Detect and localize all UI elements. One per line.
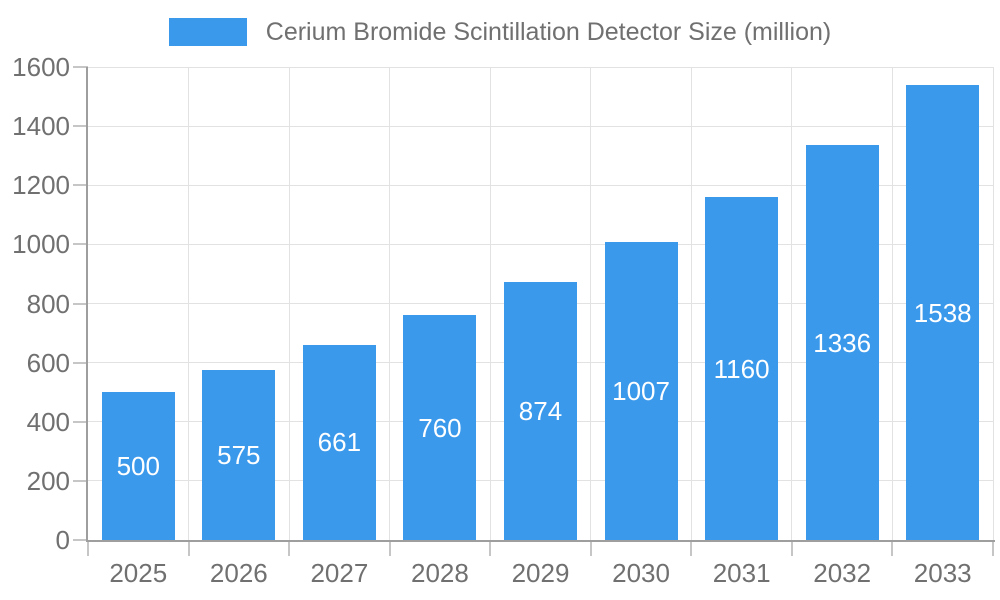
bar-value-label: 661	[317, 427, 362, 458]
y-axis-tick	[73, 479, 88, 482]
legend-label: Cerium Bromide Scintillation Detector Si…	[265, 17, 832, 46]
legend-swatch-icon	[168, 18, 247, 46]
x-axis-tick	[388, 540, 391, 556]
gridline-vertical	[389, 67, 391, 540]
y-axis-label: 1200	[12, 170, 70, 201]
bar-2033[interactable]	[906, 85, 980, 540]
x-axis-label: 2026	[209, 558, 268, 588]
y-axis-tick	[73, 184, 88, 187]
bar-2030[interactable]	[604, 242, 678, 540]
x-axis-line	[86, 540, 995, 542]
y-axis-label: 200	[26, 465, 70, 496]
gridline-vertical	[791, 67, 793, 540]
bar-value-label: 500	[116, 451, 160, 482]
bar-value-label: 1007	[612, 376, 670, 407]
gridline-horizontal	[88, 125, 993, 127]
y-axis-tick	[73, 125, 88, 128]
y-axis-tick	[73, 302, 88, 305]
x-axis-label: 2029	[511, 558, 570, 588]
bar-2028[interactable]	[403, 315, 477, 540]
x-axis-tick	[288, 540, 291, 556]
bar-value-label: 1538	[913, 297, 972, 328]
bar-value-label: 874	[518, 395, 563, 426]
y-axis-tick	[73, 420, 88, 423]
y-axis-label: 0	[55, 525, 70, 555]
x-axis-tick	[87, 540, 89, 556]
gridline-vertical	[590, 67, 592, 540]
legend-item[interactable]: Cerium Bromide Scintillation Detector Si…	[168, 17, 832, 47]
bar-2031[interactable]	[705, 197, 779, 540]
bar-value-label: 760	[418, 412, 462, 443]
x-axis-label: 2027	[310, 558, 369, 588]
y-axis-label: 400	[26, 406, 70, 437]
y-axis-label: 800	[26, 288, 70, 319]
x-axis-tick	[891, 540, 894, 556]
bar-value-label: 1160	[713, 353, 770, 384]
y-axis-tick	[73, 243, 88, 246]
y-axis-label: 1000	[12, 229, 70, 260]
x-axis-label: 2032	[813, 558, 872, 588]
bar-value-label: 1336	[813, 327, 872, 358]
y-axis-label: 1400	[12, 111, 70, 142]
bar-2029[interactable]	[504, 281, 577, 540]
x-axis-tick	[489, 540, 492, 556]
gridline-horizontal	[88, 66, 993, 68]
gridline-horizontal	[88, 243, 993, 245]
y-axis-label: 1600	[12, 52, 70, 82]
x-axis-label: 2030	[612, 558, 670, 588]
x-axis-label: 2031	[712, 558, 771, 588]
x-axis-tick	[187, 540, 190, 556]
gridline-vertical	[288, 67, 290, 540]
x-axis-tick	[992, 540, 994, 556]
x-axis-label: 2028	[411, 558, 469, 588]
bar-2032[interactable]	[805, 145, 879, 540]
y-axis-line	[86, 67, 88, 540]
gridline-vertical	[489, 67, 491, 540]
gridline-vertical	[891, 67, 893, 540]
y-axis-tick	[73, 66, 88, 68]
y-axis-tick	[73, 361, 88, 364]
gridline-vertical	[188, 67, 190, 540]
x-axis-label: 2033	[913, 558, 972, 588]
y-axis-tick	[73, 539, 88, 541]
bar-2025[interactable]	[101, 392, 175, 540]
legend: Cerium Bromide Scintillation Detector Si…	[0, 16, 1000, 48]
gridline-vertical	[690, 67, 692, 540]
x-axis-label: 2025	[109, 558, 168, 588]
x-axis-tick	[690, 540, 693, 556]
bar-2027[interactable]	[302, 344, 376, 540]
x-axis-tick	[589, 540, 592, 556]
x-axis-tick	[790, 540, 793, 556]
bar-2026[interactable]	[202, 370, 276, 540]
bar-value-label: 575	[217, 440, 261, 470]
gridline-horizontal	[88, 184, 993, 186]
y-axis-label: 600	[26, 347, 70, 378]
gridline-vertical	[992, 67, 994, 540]
